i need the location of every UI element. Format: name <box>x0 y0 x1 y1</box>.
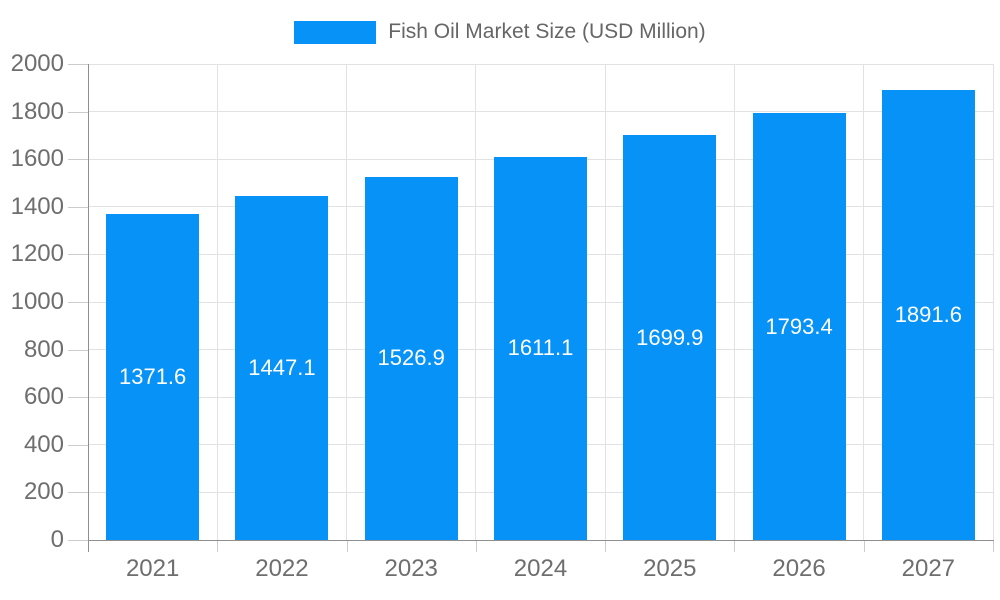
x-axis-tick-label: 2026 <box>772 555 826 582</box>
bar-value-label: 1371.6 <box>118 363 187 389</box>
vertical-gridline <box>475 64 477 540</box>
bar-2026[interactable] <box>752 113 846 540</box>
y-axis-tick <box>68 159 88 161</box>
y-axis-tick <box>68 397 88 399</box>
bar-2021[interactable] <box>106 213 200 540</box>
x-axis-tick-label: 2024 <box>513 555 568 582</box>
y-axis-tick-label: 1600 <box>10 145 64 173</box>
x-axis-line <box>88 540 994 541</box>
x-axis-tick-label: 2021 <box>125 555 180 582</box>
bar-2027[interactable] <box>881 89 975 540</box>
bar-2025[interactable] <box>623 135 717 540</box>
y-axis-tick-label: 1200 <box>10 240 64 268</box>
y-axis-tick <box>68 492 88 494</box>
x-axis-tick-label: 2025 <box>643 555 697 582</box>
vertical-gridline <box>216 64 218 540</box>
y-axis-tick <box>68 349 88 351</box>
y-axis-tick-label: 1800 <box>10 97 64 125</box>
y-axis-tick-label: 1400 <box>10 192 64 220</box>
y-axis-tick <box>68 540 88 541</box>
vertical-gridline <box>733 64 735 540</box>
y-axis-tick <box>68 206 88 208</box>
vertical-gridline <box>992 64 994 540</box>
y-axis-tick-label: 400 <box>23 430 64 458</box>
x-axis-tick <box>475 540 477 552</box>
x-axis-tick-label: 2022 <box>255 555 309 582</box>
y-axis-tick-label: 800 <box>23 335 64 363</box>
y-axis-tick-label: 1000 <box>10 288 64 315</box>
plot-area: 1371.6 1447.1 1526.9 1611.1 1699.9 1793.4 1891… <box>88 63 994 540</box>
bar-value-label: 1447.1 <box>248 354 316 380</box>
x-axis-tick <box>605 540 607 552</box>
x-axis-tick <box>346 540 348 552</box>
x-axis-tick <box>993 540 994 552</box>
bar-value-label: 1793.4 <box>765 313 833 339</box>
x-axis-tick-label: 2023 <box>384 555 438 582</box>
vertical-gridline <box>863 64 865 540</box>
horizontal-gridline <box>88 63 993 65</box>
x-axis-tick <box>217 540 219 552</box>
y-axis-line <box>88 64 89 552</box>
legend-label: Fish Oil Market Size (USD Million) <box>388 20 706 43</box>
bar-value-label: 1891.6 <box>894 301 962 327</box>
y-axis-tick-label: 200 <box>23 478 64 506</box>
y-axis-tick-label: 600 <box>23 383 64 411</box>
y-axis-tick <box>68 254 88 256</box>
bar-2024[interactable] <box>494 156 587 540</box>
y-axis-tick <box>68 444 88 446</box>
y-axis-tick <box>68 302 88 303</box>
bar-value-label: 1699.9 <box>636 324 704 350</box>
legend-item[interactable]: Fish Oil Market Size (USD Million) <box>0 20 1000 44</box>
legend-swatch <box>294 20 377 44</box>
y-axis-tick <box>68 64 88 65</box>
horizontal-gridline <box>88 111 993 113</box>
y-axis-tick-label: 2000 <box>10 50 64 77</box>
bar-2023[interactable] <box>364 176 458 540</box>
y-axis-tick-label: 0 <box>50 526 64 553</box>
x-axis-tick-label: 2027 <box>901 555 956 582</box>
vertical-gridline <box>346 64 348 540</box>
bar-2022[interactable] <box>235 195 329 540</box>
x-axis-tick <box>863 540 865 552</box>
x-axis-tick <box>734 540 736 552</box>
bar-value-label: 1526.9 <box>377 345 445 371</box>
vertical-gridline <box>604 64 606 540</box>
bar-value-label: 1611.1 <box>507 335 574 361</box>
y-axis-tick <box>68 111 88 113</box>
